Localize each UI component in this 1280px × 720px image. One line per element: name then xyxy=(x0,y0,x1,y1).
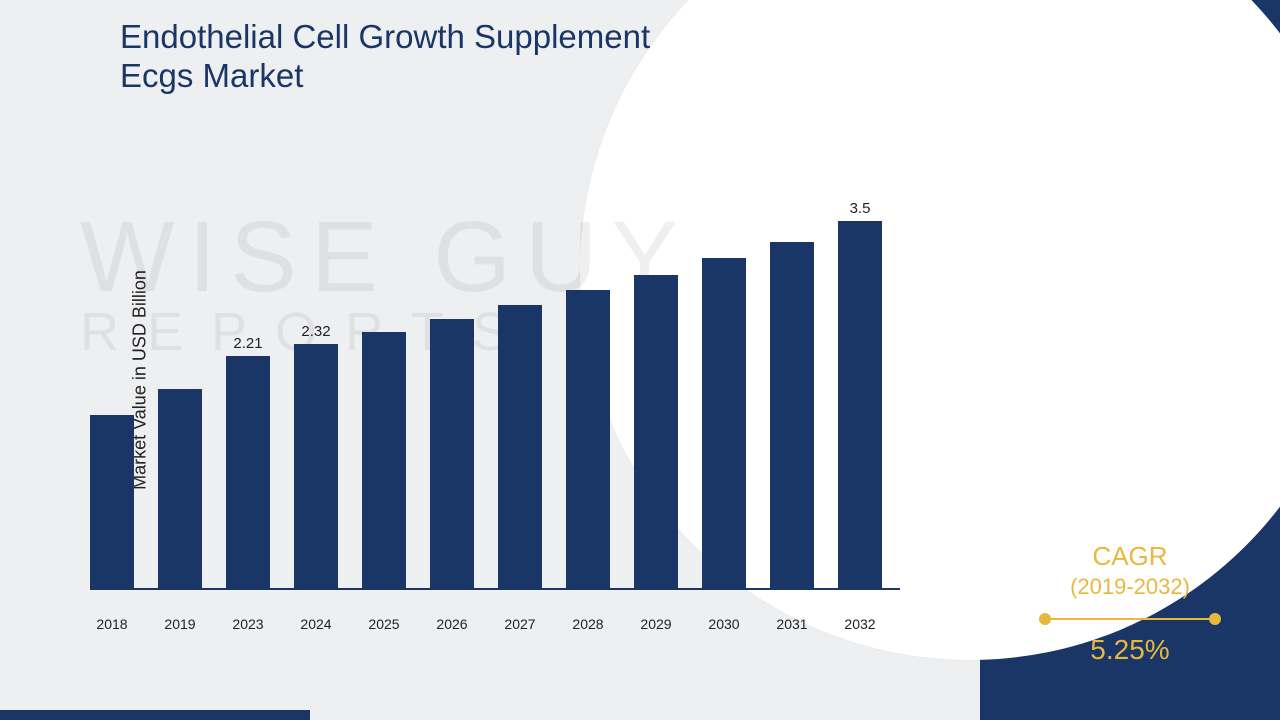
x-tick-label: 2027 xyxy=(490,616,550,632)
bar-rect xyxy=(634,275,678,588)
cagr-label: CAGR xyxy=(1020,541,1240,572)
cagr-divider xyxy=(1045,618,1215,620)
chart-title-line2: Ecgs Market xyxy=(120,57,303,94)
cagr-value: 5.25% xyxy=(1020,634,1240,666)
bar-rect xyxy=(770,242,814,589)
bar-rect xyxy=(226,356,270,588)
chart-area: Market Value in USD Billion 2.212.323.5 … xyxy=(90,170,900,590)
brand-head-icon xyxy=(1206,26,1252,78)
bar-rect xyxy=(158,389,202,589)
bar-rect xyxy=(90,415,134,588)
bottom-strip xyxy=(0,710,310,720)
cagr-block: CAGR (2019-2032) 5.25% xyxy=(1020,541,1240,666)
bar-rect xyxy=(498,305,542,589)
bar: 2.21 xyxy=(226,356,270,588)
bar xyxy=(634,275,678,588)
bar-rect xyxy=(362,332,406,588)
x-tick-label: 2031 xyxy=(762,616,822,632)
brand-line2: REPORTS xyxy=(1013,80,1252,95)
bar xyxy=(158,389,202,589)
bar-value-label: 2.21 xyxy=(218,335,278,352)
bar-value-label: 3.5 xyxy=(830,200,890,217)
bar-rect xyxy=(838,221,882,589)
x-tick-label: 2018 xyxy=(82,616,142,632)
x-tick-label: 2019 xyxy=(150,616,210,632)
bars-container: 2.21 2.32 3.5 xyxy=(90,168,900,588)
chart-title-line1: Endothelial Cell Growth Supplement xyxy=(120,18,650,55)
cagr-period: (2019-2032) xyxy=(1020,574,1240,600)
bar xyxy=(702,258,746,588)
bar xyxy=(566,290,610,588)
x-axis-line xyxy=(90,588,900,590)
bar xyxy=(770,242,814,589)
x-tick-label: 2025 xyxy=(354,616,414,632)
bar xyxy=(362,332,406,588)
x-tick-label: 2029 xyxy=(626,616,686,632)
bar xyxy=(90,415,134,588)
x-tick-label: 2032 xyxy=(830,616,890,632)
brand-line1: WISE GUY xyxy=(1013,26,1252,78)
x-tick-label: 2030 xyxy=(694,616,754,632)
bar: 2.32 xyxy=(294,344,338,588)
bar-value-label: 2.32 xyxy=(286,323,346,340)
bar xyxy=(430,319,474,588)
bar-rect xyxy=(566,290,610,588)
chart-title: Endothelial Cell Growth Supplement Ecgs … xyxy=(120,18,650,96)
bar: 3.5 xyxy=(838,221,882,589)
page-root: WISE GUY REPORTS WISE GUY R xyxy=(0,0,1280,720)
brand-line1-text: WISE GUY xyxy=(1013,34,1186,67)
x-tick-label: 2028 xyxy=(558,616,618,632)
brand-logo: WISE GUY REPORTS xyxy=(1013,26,1252,95)
x-tick-label: 2023 xyxy=(218,616,278,632)
bar xyxy=(498,305,542,589)
x-tick-label: 2024 xyxy=(286,616,346,632)
bar-rect xyxy=(430,319,474,588)
x-tick-label: 2026 xyxy=(422,616,482,632)
bar-rect xyxy=(294,344,338,588)
bar-rect xyxy=(702,258,746,588)
